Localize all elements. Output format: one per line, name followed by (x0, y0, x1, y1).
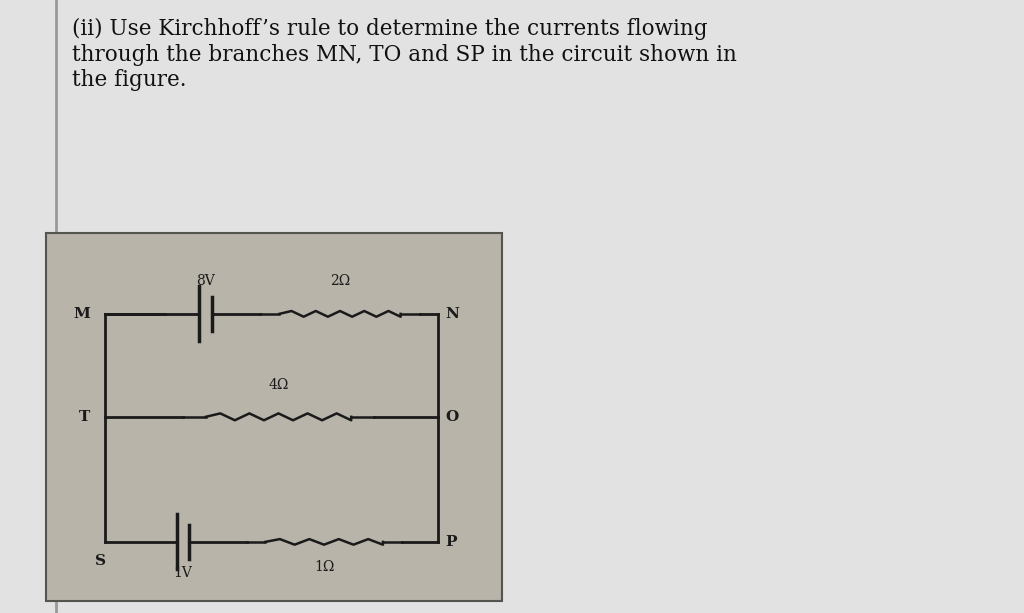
Text: P: P (445, 535, 457, 549)
Text: 8V: 8V (197, 274, 215, 288)
Text: S: S (95, 554, 106, 568)
Text: M: M (73, 307, 90, 321)
Text: (ii) Use Kirchhoff’s rule to determine the currents flowing
through the branches: (ii) Use Kirchhoff’s rule to determine t… (72, 18, 736, 91)
FancyBboxPatch shape (46, 233, 502, 601)
Text: 4Ω: 4Ω (268, 378, 289, 392)
Text: N: N (445, 307, 460, 321)
Text: T: T (79, 410, 90, 424)
Text: 1V: 1V (173, 566, 193, 581)
Text: O: O (445, 410, 459, 424)
Text: 2Ω: 2Ω (330, 274, 350, 288)
Text: 1Ω: 1Ω (314, 560, 334, 574)
